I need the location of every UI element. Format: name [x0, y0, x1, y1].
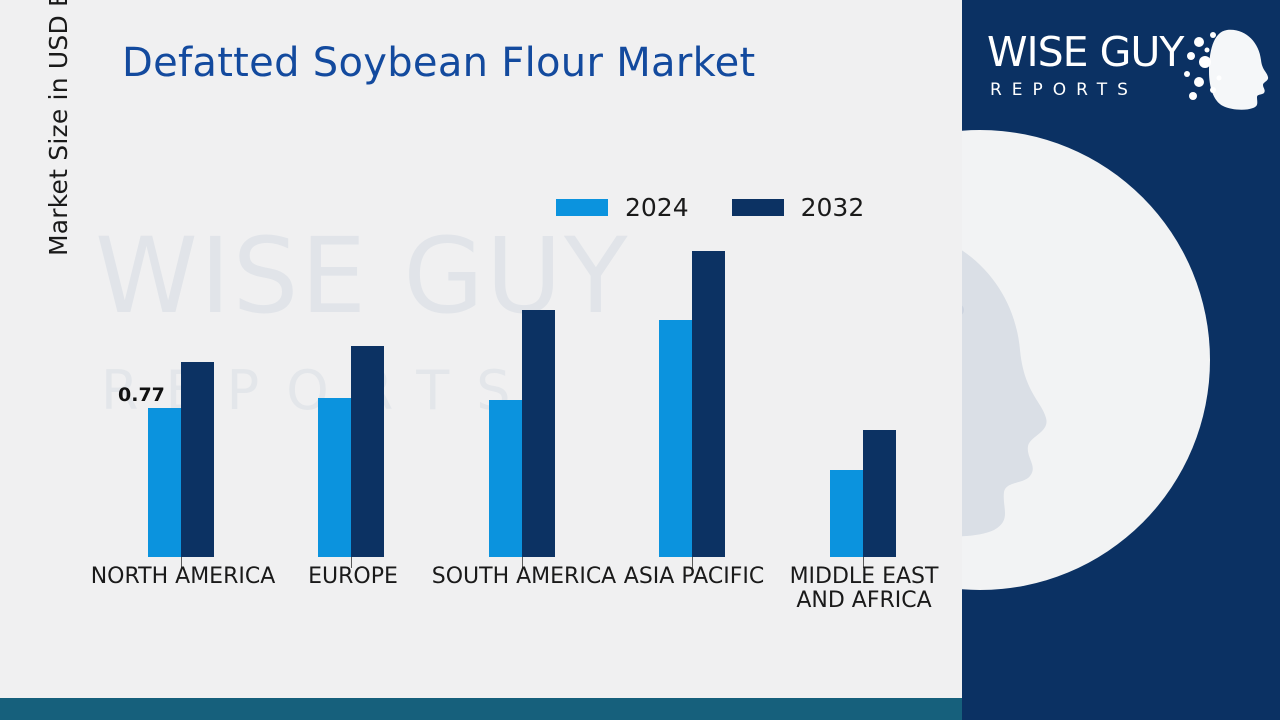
axis-tick-north-america: [181, 557, 182, 568]
bar-group-north-america: 0.77: [118, 157, 214, 557]
legend-swatch-2032: [731, 199, 784, 216]
bar-south-america-2024[interactable]: [489, 400, 522, 557]
bar-group-middle-east-and-africa: [830, 157, 896, 557]
bar-europe-2032[interactable]: [351, 346, 384, 557]
category-label-south-america: SOUTH AMERICA: [431, 564, 617, 589]
axis-tick-south-america: [522, 557, 523, 568]
category-label-asia-pacific: ASIA PACIFIC: [623, 564, 765, 589]
bottom-accent-strip: [0, 698, 962, 720]
chart-title: Defatted Soybean Flour Market: [122, 40, 756, 86]
bar-group-south-america: [489, 157, 555, 557]
bar-group-europe: [318, 157, 384, 557]
bar-group-asia-pacific: [659, 157, 725, 557]
brand-wordmark: WISE GUY: [987, 28, 1184, 76]
plot-area: 0.77 NORTH AMERICA EUROPE SOUTH AMERICA …: [90, 157, 939, 613]
bar-north-america-2024[interactable]: [148, 408, 181, 557]
logo-head-profile-icon: [1184, 29, 1269, 110]
bar-north-america-2032[interactable]: [181, 362, 214, 557]
legend-label-2024: 2024: [625, 193, 689, 222]
category-label-middle-east-and-africa: MIDDLE EAST AND AFRICA: [789, 564, 939, 613]
category-label-europe: EUROPE: [308, 564, 398, 589]
brand-sub-wordmark: REPORTS: [990, 80, 1138, 100]
chart-panel: WISE GUY REPORTS Defatted Soybean Flour …: [44, 0, 939, 613]
axis-tick-asia-pacific: [692, 557, 693, 568]
chart-legend: 2024 2032: [556, 193, 864, 222]
brand-logo[interactable]: WISE GUY REPORTS: [987, 28, 1269, 118]
legend-item-2032[interactable]: 2032: [731, 193, 865, 222]
bar-middle-east-and-africa-2032[interactable]: [863, 430, 896, 557]
legend-swatch-2024: [556, 199, 608, 216]
axis-tick-middle-east-and-africa: [863, 557, 864, 568]
bar-south-america-2032[interactable]: [522, 310, 555, 557]
bar-asia-pacific-2032[interactable]: [692, 251, 725, 557]
brand-panel: WISE GUY REPORTS: [962, 0, 1280, 720]
category-label-north-america: NORTH AMERICA: [90, 564, 276, 589]
axis-tick-europe: [351, 557, 352, 568]
legend-label-2032: 2032: [800, 193, 865, 222]
bar-asia-pacific-2024[interactable]: [659, 320, 692, 557]
bar-middle-east-and-africa-2024[interactable]: [830, 470, 863, 557]
bar-value-label-north-america-2024: 0.77: [118, 384, 165, 406]
bar-europe-2024[interactable]: [318, 398, 351, 557]
head-profile-dots-icon: [962, 250, 1047, 537]
legend-item-2024[interactable]: 2024: [556, 193, 689, 222]
